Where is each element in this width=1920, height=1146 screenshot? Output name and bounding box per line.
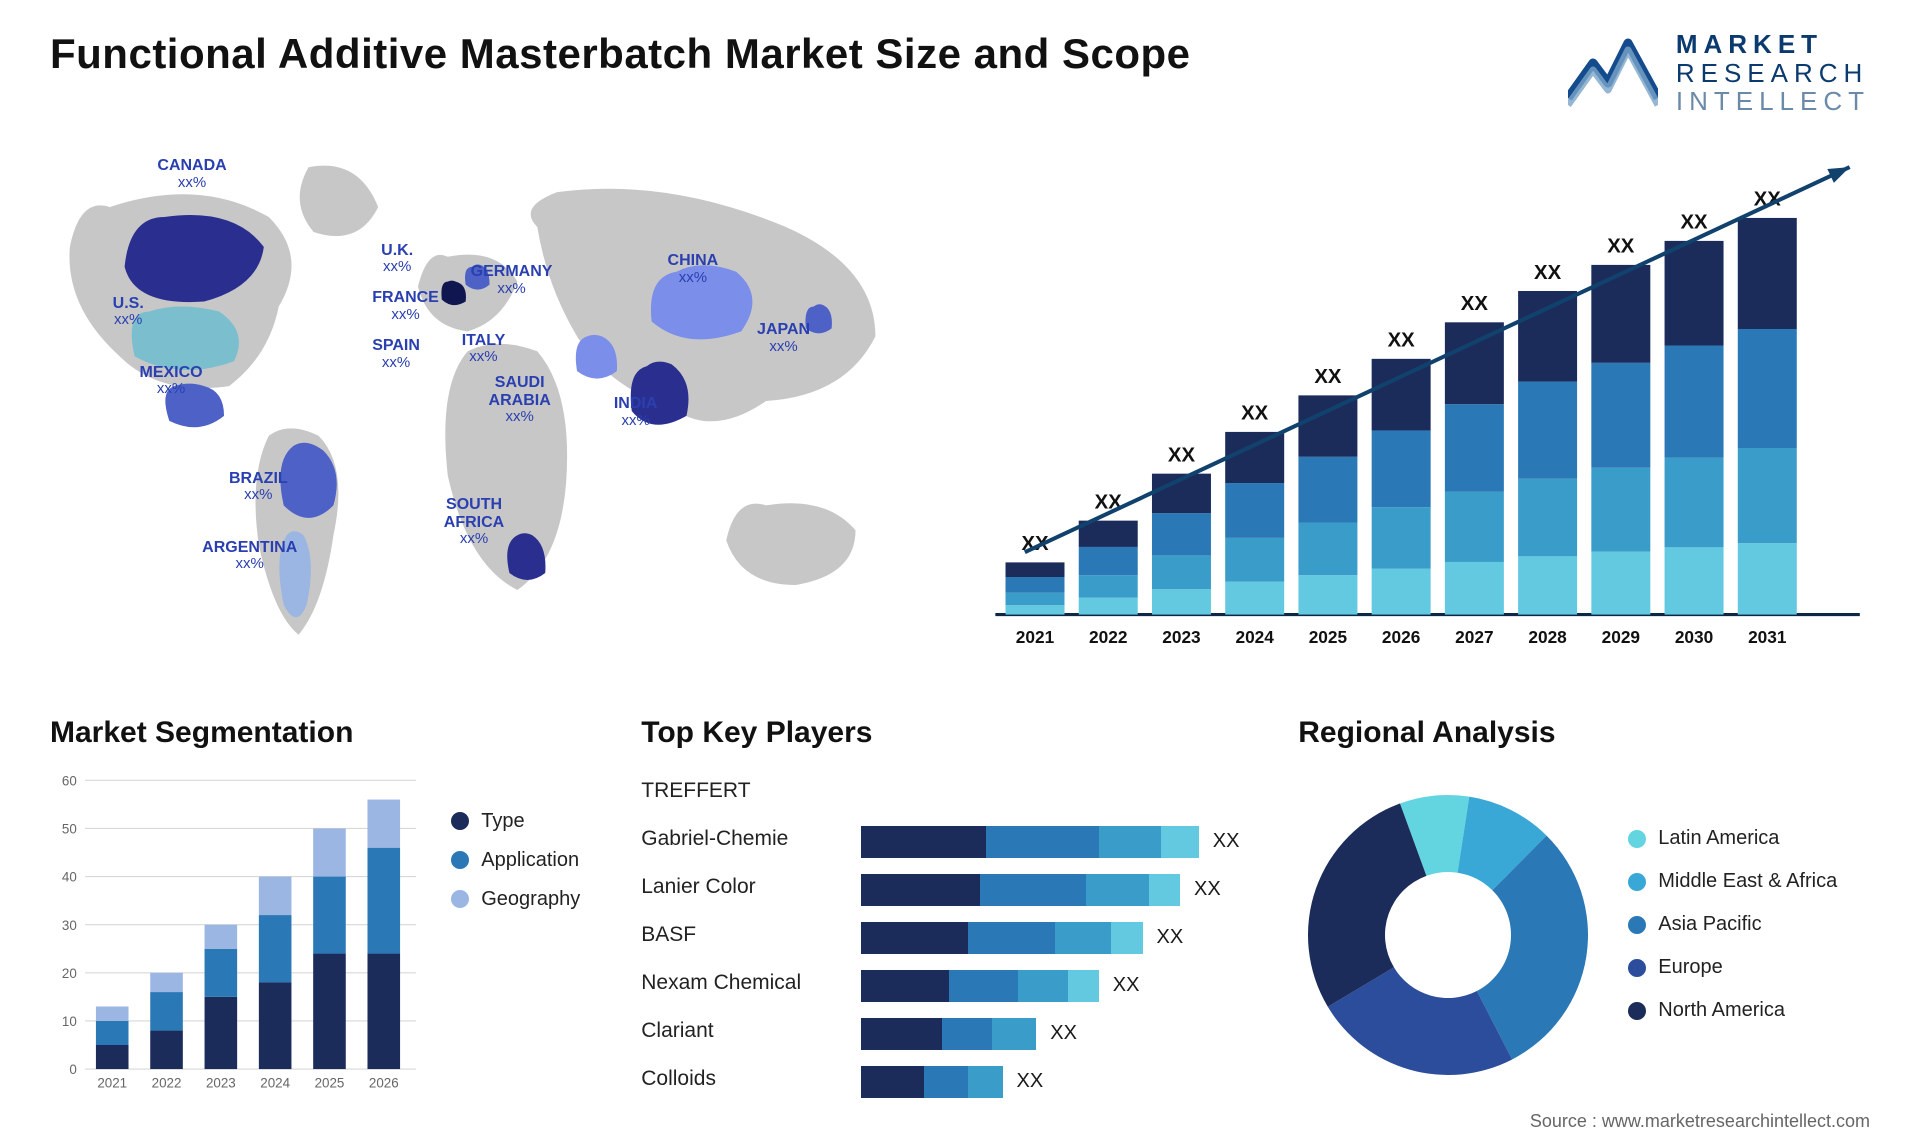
world-map: CANADAxx% U.S.xx% MEXICOxx% BRAZILxx% ARGENT… [50,136,945,666]
svg-text:XX: XX [1168,444,1196,466]
svg-text:XX: XX [1607,235,1635,257]
svg-text:2023: 2023 [1162,627,1200,647]
players-names: TREFFERT Gabriel-Chemie Lanier Color BASF Ne… [641,770,841,1100]
player-row-clariant: Clariant [641,1010,841,1052]
svg-text:XX: XX [1314,366,1342,388]
forecast-chart: XX 2021 XX 2022 XX 2023 XX 2024 XX 2025 XX 2026 XX 20… [975,136,1870,666]
svg-text:2026: 2026 [1382,627,1420,647]
svg-text:0: 0 [69,1062,76,1077]
logo-line3: INTELLECT [1676,87,1870,116]
map-label-mexico: MEXICOxx% [140,364,203,398]
svg-text:2025: 2025 [1309,627,1348,647]
svg-text:XX: XX [1241,402,1269,424]
regional-title: Regional Analysis [1298,716,1917,750]
svg-text:2021: 2021 [97,1075,127,1090]
segmentation-legend: Type Application Geography [451,770,621,1100]
logo-icon [1568,33,1658,113]
player-row-lanier-color: Lanier Color [641,866,841,908]
map-label-spain: SPAINxx% [372,337,420,371]
brand-logo: MARKET RESEARCH INTELLECT [1568,30,1870,116]
regional-donut [1298,785,1598,1085]
svg-text:2029: 2029 [1602,627,1640,647]
svg-text:XX: XX [1534,262,1562,284]
regional-legend: Latin America Middle East & Africa Asia Pa… [1628,827,1917,1042]
map-label-saudi-arabia: SAUDIARABIAxx% [489,374,551,426]
map-label-u-k-: U.K.xx% [381,242,413,276]
source-line: Source : www.marketresearchintellect.com [1530,1111,1870,1132]
svg-text:XX: XX [1461,293,1489,315]
map-label-japan: JAPANxx% [757,321,810,355]
map-label-argentina: ARGENTINAxx% [202,539,297,573]
players-bars: XXXXXXXXXXXX [861,770,1278,1100]
logo-line2: RESEARCH [1676,59,1870,88]
svg-text:20: 20 [62,966,77,981]
svg-text:XX: XX [1388,329,1416,351]
map-label-canada: CANADAxx% [157,157,226,191]
svg-text:2026: 2026 [369,1075,399,1090]
map-label-south-africa: SOUTHAFRICAxx% [444,496,504,548]
svg-text:2024: 2024 [260,1075,290,1090]
svg-text:30: 30 [62,918,77,933]
region-legend-europe: Europe [1628,956,1917,979]
svg-text:60: 60 [62,773,77,788]
svg-text:XX: XX [1680,211,1708,233]
map-label-germany: GERMANYxx% [471,263,553,297]
svg-text:2031: 2031 [1748,627,1787,647]
svg-text:50: 50 [62,821,77,836]
svg-text:2025: 2025 [315,1075,345,1090]
page-title: Functional Additive Masterbatch Market S… [50,30,1191,78]
seg-legend-application: Application [451,849,621,872]
map-label-italy: ITALYxx% [462,332,506,366]
region-legend-asia-pacific: Asia Pacific [1628,913,1917,936]
region-legend-north-america: North America [1628,999,1917,1022]
region-legend-middle-east-africa: Middle East & Africa [1628,870,1917,893]
player-row-treffert: TREFFERT [641,770,841,812]
svg-text:40: 40 [62,870,77,885]
segmentation-title: Market Segmentation [50,716,621,750]
map-label-brazil: BRAZILxx% [229,470,288,504]
map-label-france: FRANCExx% [372,289,439,323]
player-row-basf: BASF [641,914,841,956]
svg-text:2022: 2022 [1089,627,1127,647]
svg-text:2028: 2028 [1528,627,1567,647]
svg-text:10: 10 [62,1014,77,1029]
map-label-china: CHINAxx% [668,252,719,286]
logo-line1: MARKET [1676,30,1870,59]
svg-text:2030: 2030 [1675,627,1713,647]
svg-text:2022: 2022 [152,1075,182,1090]
seg-legend-geography: Geography [451,888,621,911]
player-row-nexam-chemical: Nexam Chemical [641,962,841,1004]
players-title: Top Key Players [641,716,1278,750]
region-legend-latin-america: Latin America [1628,827,1917,850]
svg-text:2027: 2027 [1455,627,1493,647]
map-label-india: INDIAxx% [614,395,658,429]
player-row-colloids: Colloids [641,1058,841,1100]
player-row-gabriel-chemie: Gabriel-Chemie [641,818,841,860]
svg-text:2024: 2024 [1235,627,1274,647]
seg-legend-type: Type [451,810,621,833]
map-label-u-s-: U.S.xx% [113,295,144,329]
svg-text:2023: 2023 [206,1075,236,1090]
segmentation-chart: 0 10 20 30 40 50 60 2021 2022 2023 2024 2025 2026 [50,770,421,1100]
svg-text:2021: 2021 [1016,627,1055,647]
